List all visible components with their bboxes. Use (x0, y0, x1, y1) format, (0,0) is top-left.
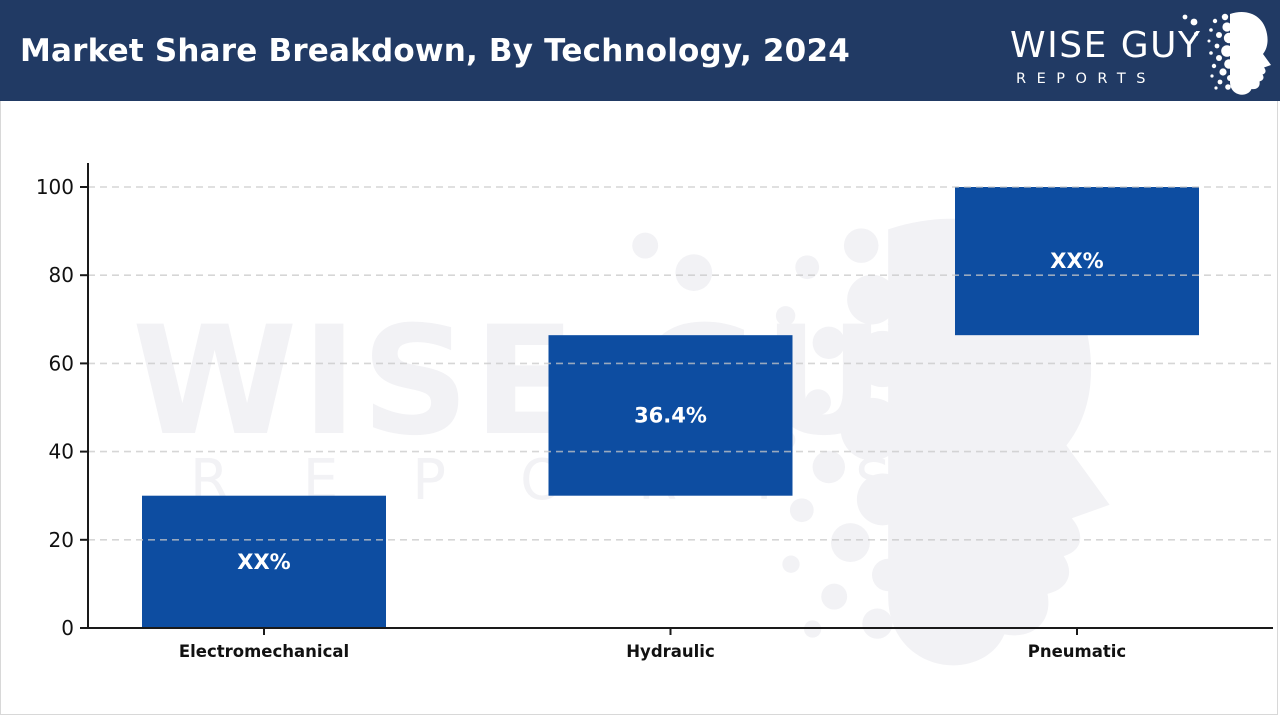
y-tick-label: 100 (36, 175, 74, 199)
y-tick-label: 0 (61, 616, 74, 640)
bar (142, 495, 386, 628)
wiseguy-logo: WISE GUY REPORTS (1010, 12, 1271, 95)
bar-label: 36.4% (634, 403, 707, 427)
y-tick-label: 60 (49, 351, 74, 375)
x-category-label: Hydraulic (626, 642, 715, 661)
x-category-label: Pneumatic (1028, 642, 1126, 661)
bar-label: XX% (1050, 249, 1103, 273)
y-tick-label: 80 (49, 263, 74, 287)
logo-reports-text: REPORTS (1016, 71, 1156, 87)
header-bar: Market Share Breakdown, By Technology, 2… (0, 0, 1280, 101)
market-share-chart: 0 20 40 60 80 100 Electromechanical Hydraulic Pn… (36, 163, 1273, 661)
page-title: Market Share Breakdown, By Technology, 2… (20, 32, 850, 69)
bar (955, 187, 1199, 336)
y-tick-label: 40 (49, 440, 74, 464)
bar-label: XX% (237, 550, 290, 574)
logo-brand-text: WISE GUY (1010, 25, 1202, 66)
x-category-label: Electromechanical (179, 642, 349, 661)
bar (548, 335, 793, 496)
y-tick-label: 20 (49, 528, 74, 552)
